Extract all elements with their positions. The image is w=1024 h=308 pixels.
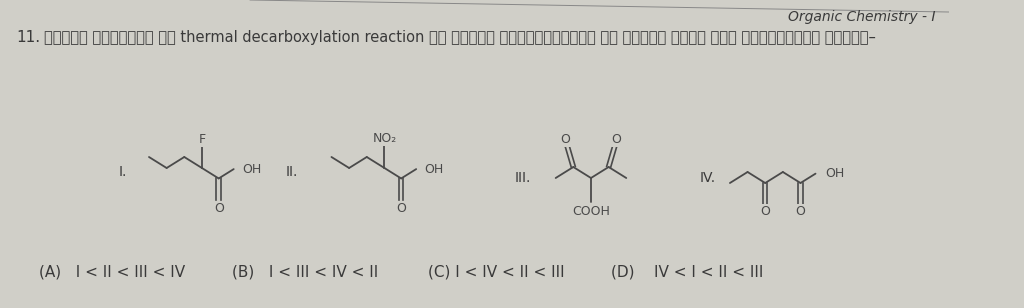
Text: O: O xyxy=(560,133,570,146)
Text: OH: OH xyxy=(824,167,844,180)
Text: निम्न यौगिकों को thermal decarboxylation reaction के प्रति क्रियाशीलता के बढ़ते : निम्न यौगिकों को thermal decarboxylation… xyxy=(44,30,877,45)
Text: 11.: 11. xyxy=(16,30,41,45)
Text: III.: III. xyxy=(515,171,531,185)
Text: (D)    IV < I < II < III: (D) IV < I < II < III xyxy=(611,265,764,279)
Text: O: O xyxy=(214,202,223,215)
Text: O: O xyxy=(760,205,770,218)
Text: OH: OH xyxy=(425,163,443,176)
Text: O: O xyxy=(796,205,806,218)
Text: IV.: IV. xyxy=(699,171,716,185)
Text: (C) I < IV < II < III: (C) I < IV < II < III xyxy=(428,265,564,279)
Text: II.: II. xyxy=(286,165,298,179)
Text: (B)   I < III < IV < II: (B) I < III < IV < II xyxy=(231,265,378,279)
Text: I.: I. xyxy=(119,165,127,179)
Text: O: O xyxy=(396,202,407,215)
Text: COOH: COOH xyxy=(572,205,610,218)
Text: (A)   I < II < III < IV: (A) I < II < III < IV xyxy=(39,265,185,279)
Text: Organic Chemistry - I: Organic Chemistry - I xyxy=(788,10,936,24)
Text: O: O xyxy=(611,133,622,146)
Text: NO₂: NO₂ xyxy=(373,132,396,144)
Text: OH: OH xyxy=(242,163,261,176)
Text: F: F xyxy=(199,132,206,145)
